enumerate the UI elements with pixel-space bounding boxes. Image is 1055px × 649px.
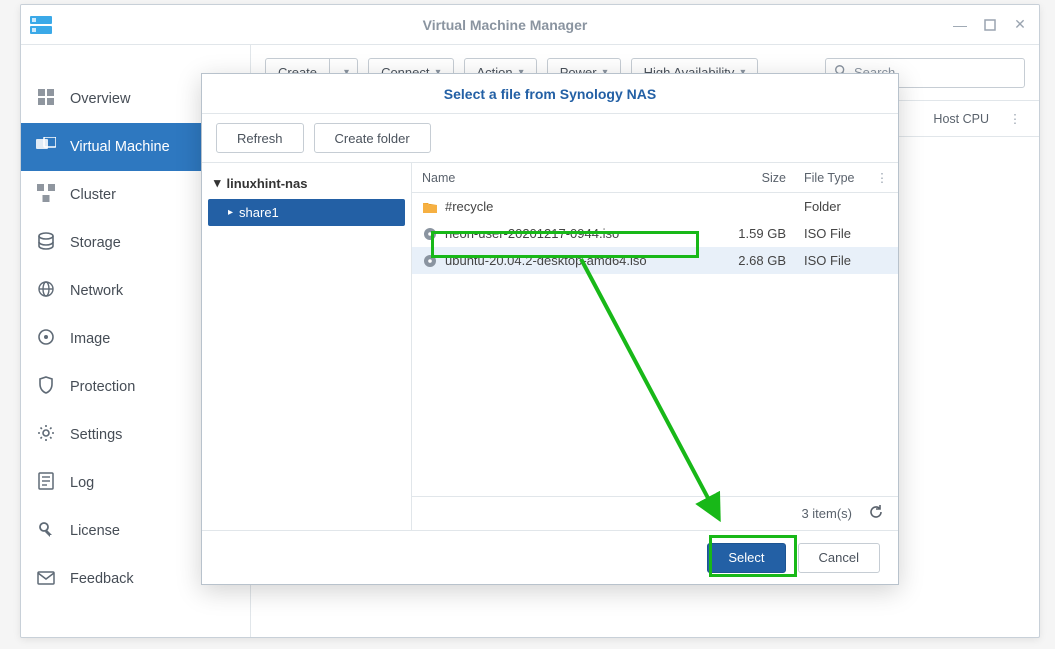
network-icon — [35, 280, 57, 303]
minimize-button[interactable]: — — [949, 14, 971, 36]
chevron-down-icon: ▾ — [214, 175, 221, 191]
cancel-button[interactable]: Cancel — [798, 543, 880, 573]
sidebar-item-label: Cluster — [70, 187, 116, 203]
item-count-label: 3 item(s) — [801, 506, 852, 521]
file-type: ISO File — [796, 253, 874, 268]
feedback-icon — [35, 569, 57, 590]
iso-icon — [422, 226, 438, 242]
file-select-dialog: Select a file from Synology NAS Refresh … — [201, 73, 899, 585]
tree-root[interactable]: ▾ linuxhint-nas — [202, 169, 411, 197]
titlebar-title: Virtual Machine Manager — [61, 17, 949, 33]
refresh-button[interactable]: Refresh — [216, 123, 304, 153]
file-rows: #recycle Folder neon-user-20201217-0944.is… — [412, 193, 898, 496]
close-button[interactable]: ✕ — [1009, 14, 1031, 36]
more-icon[interactable]: ⋮ — [1007, 111, 1023, 126]
tree-node-label: share1 — [239, 205, 279, 220]
overview-icon — [35, 88, 57, 111]
file-list-pane: Name Size File Type ⋮ #recycle Folder neon… — [412, 163, 898, 530]
iso-icon — [422, 253, 438, 269]
license-icon — [35, 520, 57, 543]
file-name: neon-user-20201217-0944.iso — [445, 226, 619, 241]
column-host-cpu: Host CPU — [933, 112, 989, 126]
columns-more-icon[interactable]: ⋮ — [874, 170, 890, 185]
storage-icon — [35, 232, 57, 255]
file-type: ISO File — [796, 226, 874, 241]
titlebar: Virtual Machine Manager — ✕ — [21, 5, 1039, 45]
folder-icon — [422, 199, 438, 215]
sidebar-item-label: Feedback — [70, 571, 134, 587]
file-status-bar: 3 item(s) — [412, 496, 898, 530]
column-size[interactable]: Size — [718, 171, 796, 185]
sidebar-item-label: Log — [70, 475, 94, 491]
file-name: ubuntu-20.04.2-desktop-amd64.iso — [445, 253, 647, 268]
dialog-title: Select a file from Synology NAS — [202, 74, 898, 114]
image-icon — [35, 328, 57, 351]
file-row[interactable]: neon-user-20201217-0944.iso 1.59 GBISO Fi… — [412, 220, 898, 247]
maximize-button[interactable] — [979, 14, 1001, 36]
file-row[interactable]: ubuntu-20.04.2-desktop-amd64.iso 2.68 GBI… — [412, 247, 898, 274]
sidebar-item-label: Virtual Machine — [70, 139, 170, 155]
sidebar-item-label: Settings — [70, 427, 122, 443]
sidebar-item-label: Overview — [70, 91, 130, 107]
dialog-toolbar: Refresh Create folder — [202, 114, 898, 162]
folder-tree: ▾ linuxhint-nas ▸ share1 — [202, 163, 412, 530]
file-size: 1.59 GB — [718, 226, 796, 241]
cluster-icon — [35, 184, 57, 207]
column-name[interactable]: Name — [412, 171, 718, 185]
dialog-footer: Select Cancel — [202, 530, 898, 584]
sidebar-item-label: Protection — [70, 379, 135, 395]
file-size: 2.68 GB — [718, 253, 796, 268]
file-name: #recycle — [445, 199, 493, 214]
dialog-body: ▾ linuxhint-nas ▸ share1 Name Size File … — [202, 162, 898, 530]
protection-icon — [35, 376, 57, 399]
tree-node-share1[interactable]: ▸ share1 — [208, 199, 405, 226]
sidebar-item-label: License — [70, 523, 120, 539]
create-folder-button[interactable]: Create folder — [314, 123, 431, 153]
select-button[interactable]: Select — [707, 543, 785, 573]
refresh-icon[interactable] — [868, 504, 884, 523]
sidebar-item-label: Network — [70, 283, 123, 299]
vmm-window: Virtual Machine Manager — ✕ Overview Virt… — [20, 4, 1040, 638]
titlebar-controls: — ✕ — [949, 14, 1031, 36]
column-type[interactable]: File Type — [796, 171, 874, 185]
tree-root-label: linuxhint-nas — [227, 176, 308, 191]
sidebar-item-label: Storage — [70, 235, 121, 251]
file-row[interactable]: #recycle Folder — [412, 193, 898, 220]
file-type: Folder — [796, 199, 874, 214]
chevron-right-icon: ▸ — [228, 207, 233, 218]
log-icon — [35, 472, 57, 495]
settings-icon — [35, 424, 57, 447]
app-icon — [29, 14, 53, 36]
sidebar-item-label: Image — [70, 331, 110, 347]
vm-icon — [35, 137, 57, 158]
file-list-header: Name Size File Type ⋮ — [412, 163, 898, 193]
